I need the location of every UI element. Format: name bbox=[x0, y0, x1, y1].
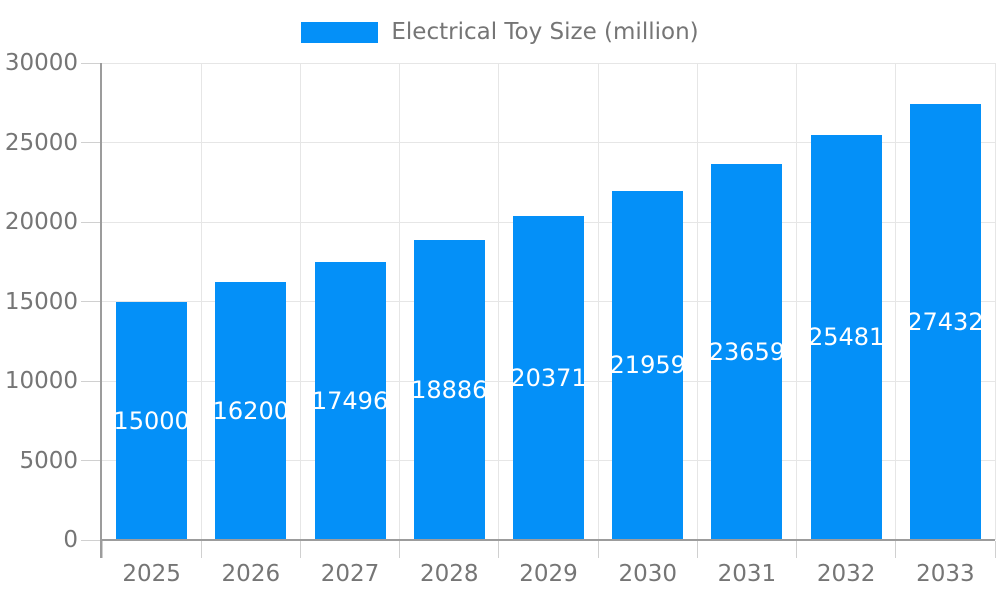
bar-2025[interactable] bbox=[116, 301, 188, 540]
xtick-7 bbox=[796, 541, 798, 558]
x-axis-label-2027: 2027 bbox=[320, 561, 380, 587]
xtick-5 bbox=[597, 541, 599, 558]
bar-2033[interactable] bbox=[909, 103, 981, 540]
bar-2027[interactable] bbox=[314, 261, 386, 540]
y-axis-label-15000: 15000 bbox=[4, 288, 78, 315]
gridline-x-3 bbox=[399, 63, 401, 540]
ytick-5000 bbox=[81, 460, 102, 461]
y-axis-label-10000: 10000 bbox=[4, 368, 78, 394]
legend-swatch bbox=[301, 21, 379, 43]
bar-value-2027: 17496 bbox=[311, 386, 389, 415]
bar-2026[interactable] bbox=[215, 282, 287, 540]
plot-area: 15000 16200 17496 18886 20371 21959 23659 25481… bbox=[102, 62, 996, 540]
gridline-x-8 bbox=[895, 63, 897, 540]
xtick-6 bbox=[696, 541, 698, 558]
x-axis-label-2025: 2025 bbox=[122, 561, 181, 587]
bar-value-2031: 23659 bbox=[708, 337, 786, 366]
gridline-x-2 bbox=[299, 63, 301, 540]
bar-2031[interactable] bbox=[711, 163, 783, 540]
x-axis-label-2029: 2029 bbox=[519, 561, 578, 587]
gridline-x-1 bbox=[200, 63, 202, 540]
ytick-20000 bbox=[81, 221, 102, 223]
x-axis-label-2028: 2028 bbox=[419, 561, 479, 587]
bar-value-2025: 15000 bbox=[113, 406, 190, 435]
ytick-0 bbox=[81, 539, 102, 541]
bar-value-2030: 21959 bbox=[609, 351, 686, 380]
y-axis-label-25000: 25000 bbox=[4, 129, 78, 156]
gridline-y-25000 bbox=[102, 142, 995, 143]
gridline-y-30000 bbox=[102, 62, 995, 64]
gridline-x-5 bbox=[597, 63, 599, 540]
legend[interactable]: Electrical Toy Size (million) bbox=[0, 18, 1000, 46]
ytick-30000 bbox=[81, 62, 102, 64]
ytick-25000 bbox=[81, 142, 102, 143]
x-axis-label-2026: 2026 bbox=[221, 561, 281, 587]
y-axis-label-30000: 30000 bbox=[4, 50, 78, 76]
bar-2029[interactable] bbox=[513, 216, 584, 540]
x-axis-label-2030: 2030 bbox=[618, 561, 677, 587]
bar-value-2028: 18886 bbox=[411, 375, 488, 404]
legend-label: Electrical Toy Size (million) bbox=[391, 19, 699, 45]
x-axis-label-2032: 2032 bbox=[816, 561, 876, 587]
xtick-9 bbox=[994, 541, 996, 558]
bar-2030[interactable] bbox=[612, 190, 684, 540]
bar-value-2026: 16200 bbox=[212, 397, 289, 426]
gridline-x-4 bbox=[498, 63, 500, 540]
bar-2028[interactable] bbox=[413, 239, 485, 540]
y-axis-line bbox=[100, 63, 102, 558]
bar-value-2029: 20371 bbox=[510, 364, 587, 393]
gridline-x-6 bbox=[696, 63, 698, 540]
y-axis-label-20000: 20000 bbox=[4, 209, 78, 235]
xtick-8 bbox=[895, 541, 897, 558]
gridline-x-7 bbox=[796, 63, 798, 540]
bar-value-2033: 27432 bbox=[907, 307, 984, 336]
y-axis-label-0: 0 bbox=[63, 527, 78, 553]
x-axis-line bbox=[100, 539, 995, 541]
bar-value-2032: 25481 bbox=[807, 323, 885, 352]
x-axis-label-2033: 2033 bbox=[916, 561, 975, 587]
xtick-0 bbox=[101, 541, 103, 558]
xtick-1 bbox=[200, 541, 202, 558]
y-axis-label-5000: 5000 bbox=[19, 447, 78, 474]
ytick-10000 bbox=[81, 380, 102, 382]
xtick-2 bbox=[299, 541, 301, 558]
x-axis-label-2031: 2031 bbox=[717, 561, 777, 587]
xtick-3 bbox=[399, 541, 401, 558]
gridline-x-9 bbox=[994, 63, 996, 540]
ytick-15000 bbox=[81, 301, 102, 302]
xtick-4 bbox=[498, 541, 500, 558]
bar-2032[interactable] bbox=[810, 134, 882, 540]
